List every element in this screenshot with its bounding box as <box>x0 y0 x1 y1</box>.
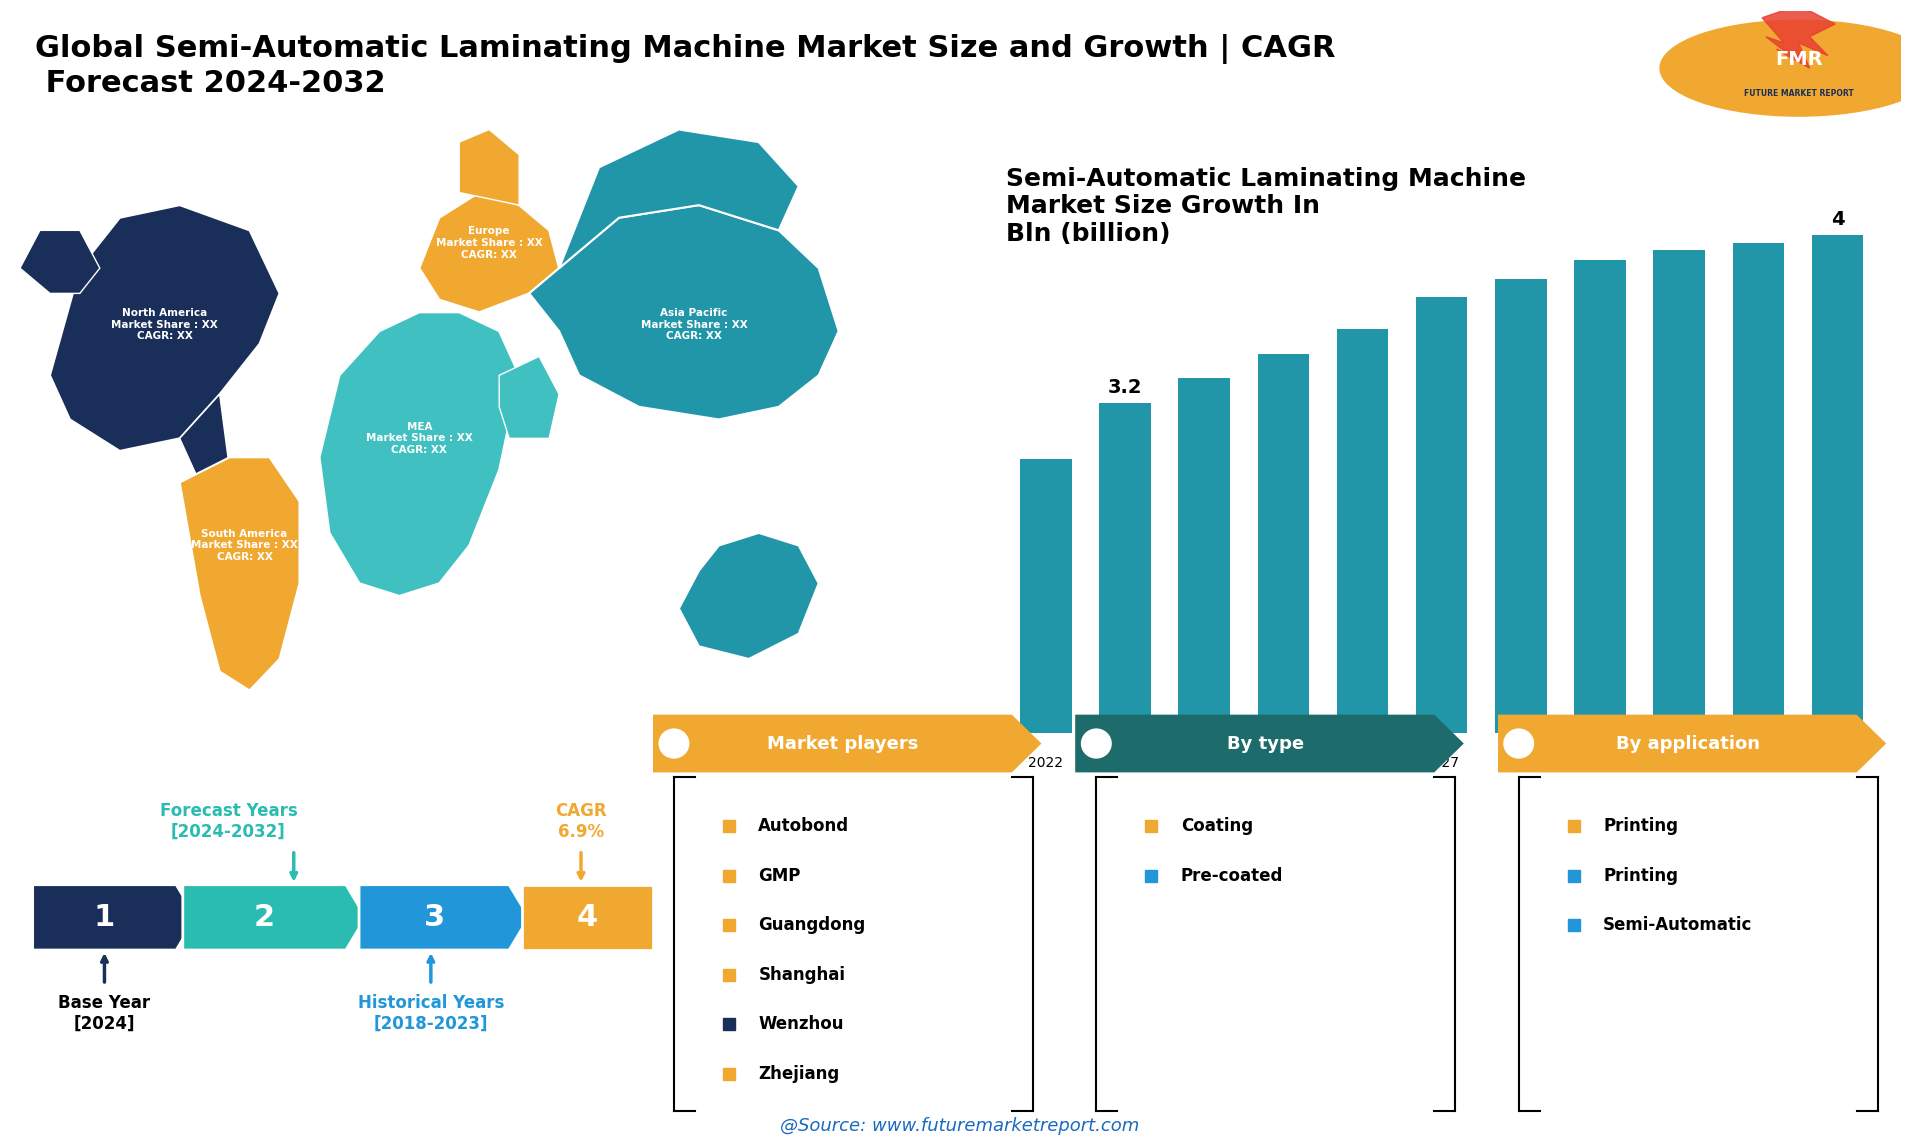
Polygon shape <box>1763 6 1836 68</box>
Polygon shape <box>1498 715 1885 772</box>
Bar <box>1100 403 1150 733</box>
Text: GMP: GMP <box>758 866 801 885</box>
Text: Global Semi-Automatic Laminating Machine Market Size and Growth | CAGR
 Forecast: Global Semi-Automatic Laminating Machine… <box>35 34 1334 97</box>
Text: 4: 4 <box>576 903 599 932</box>
Polygon shape <box>180 457 300 690</box>
Polygon shape <box>359 885 528 950</box>
Text: South America
Market Share : XX
CAGR: XX: South America Market Share : XX CAGR: XX <box>192 529 298 562</box>
Text: 2027: 2027 <box>1425 756 1459 770</box>
Polygon shape <box>50 205 280 450</box>
Text: By type: By type <box>1227 735 1304 753</box>
Text: CAGR
6.9%: CAGR 6.9% <box>555 802 607 841</box>
Bar <box>1732 243 1784 733</box>
Text: 1: 1 <box>94 903 115 932</box>
Text: Pre-coated: Pre-coated <box>1181 866 1283 885</box>
Polygon shape <box>680 533 818 659</box>
Polygon shape <box>522 885 653 950</box>
Text: 2026: 2026 <box>1346 756 1380 770</box>
Text: Shanghai: Shanghai <box>758 966 845 983</box>
Polygon shape <box>653 715 1041 772</box>
Bar <box>1812 235 1862 733</box>
Text: Autobond: Autobond <box>758 817 849 835</box>
Polygon shape <box>499 356 559 439</box>
Bar <box>1336 329 1388 733</box>
Polygon shape <box>559 129 799 268</box>
Polygon shape <box>182 885 365 950</box>
Text: 4: 4 <box>1830 210 1845 229</box>
Polygon shape <box>1075 715 1463 772</box>
Text: 2030: 2030 <box>1661 756 1697 770</box>
Bar <box>1574 260 1626 733</box>
Text: North America
Market Share : XX
CAGR: XX: North America Market Share : XX CAGR: XX <box>111 308 219 342</box>
Text: 2022: 2022 <box>1029 756 1064 770</box>
Circle shape <box>1661 21 1920 116</box>
Text: Forecast Years
[2024-2032]: Forecast Years [2024-2032] <box>159 802 298 841</box>
Circle shape <box>1503 729 1534 758</box>
Circle shape <box>1081 729 1112 758</box>
Text: 2031: 2031 <box>1741 756 1776 770</box>
Polygon shape <box>319 313 518 596</box>
Text: Base Year
[2024]: Base Year [2024] <box>58 994 150 1033</box>
Bar <box>1020 460 1071 733</box>
Bar <box>1258 353 1309 733</box>
Bar <box>1653 250 1705 733</box>
Text: Historical Years
[2018-2023]: Historical Years [2018-2023] <box>357 994 505 1033</box>
Text: MEA
Market Share : XX
CAGR: XX: MEA Market Share : XX CAGR: XX <box>367 422 472 455</box>
Circle shape <box>659 729 689 758</box>
Text: Guangdong: Guangdong <box>758 916 866 934</box>
Text: Printing: Printing <box>1603 866 1678 885</box>
Text: FMR: FMR <box>1774 50 1822 69</box>
Text: 2025: 2025 <box>1265 756 1302 770</box>
Text: Printing: Printing <box>1603 817 1678 835</box>
Bar <box>1179 378 1231 733</box>
Polygon shape <box>180 394 230 495</box>
Text: 3: 3 <box>424 903 445 932</box>
Text: 3.2: 3.2 <box>1108 378 1142 398</box>
Text: By application: By application <box>1617 735 1759 753</box>
Text: Zhejiang: Zhejiang <box>758 1065 839 1083</box>
Text: Wenzhou: Wenzhou <box>758 1015 845 1033</box>
Bar <box>1496 278 1548 733</box>
Text: 2029: 2029 <box>1582 756 1617 770</box>
Text: 2: 2 <box>253 903 275 932</box>
Polygon shape <box>33 885 196 950</box>
Polygon shape <box>419 193 559 313</box>
Text: Asia Pacific
Market Share : XX
CAGR: XX: Asia Pacific Market Share : XX CAGR: XX <box>641 308 747 342</box>
Text: 2023: 2023 <box>1108 756 1142 770</box>
Text: 2024: 2024 <box>1187 756 1221 770</box>
Text: FUTURE MARKET REPORT: FUTURE MARKET REPORT <box>1743 89 1853 97</box>
Bar <box>1415 298 1467 733</box>
Polygon shape <box>459 129 518 205</box>
Text: 2028: 2028 <box>1503 756 1538 770</box>
Text: @Source: www.futuremarketreport.com: @Source: www.futuremarketreport.com <box>780 1116 1140 1135</box>
Text: Europe
Market Share : XX
CAGR: XX: Europe Market Share : XX CAGR: XX <box>436 227 543 259</box>
Text: Semi-Automatic Laminating Machine
Market Size Growth In
Bln (billion): Semi-Automatic Laminating Machine Market… <box>1006 166 1526 246</box>
Text: Coating: Coating <box>1181 817 1254 835</box>
Text: Semi-Automatic: Semi-Automatic <box>1603 916 1753 934</box>
Text: 2032: 2032 <box>1820 756 1855 770</box>
Polygon shape <box>530 205 839 419</box>
Text: Market players: Market players <box>768 735 918 753</box>
Polygon shape <box>19 230 100 293</box>
